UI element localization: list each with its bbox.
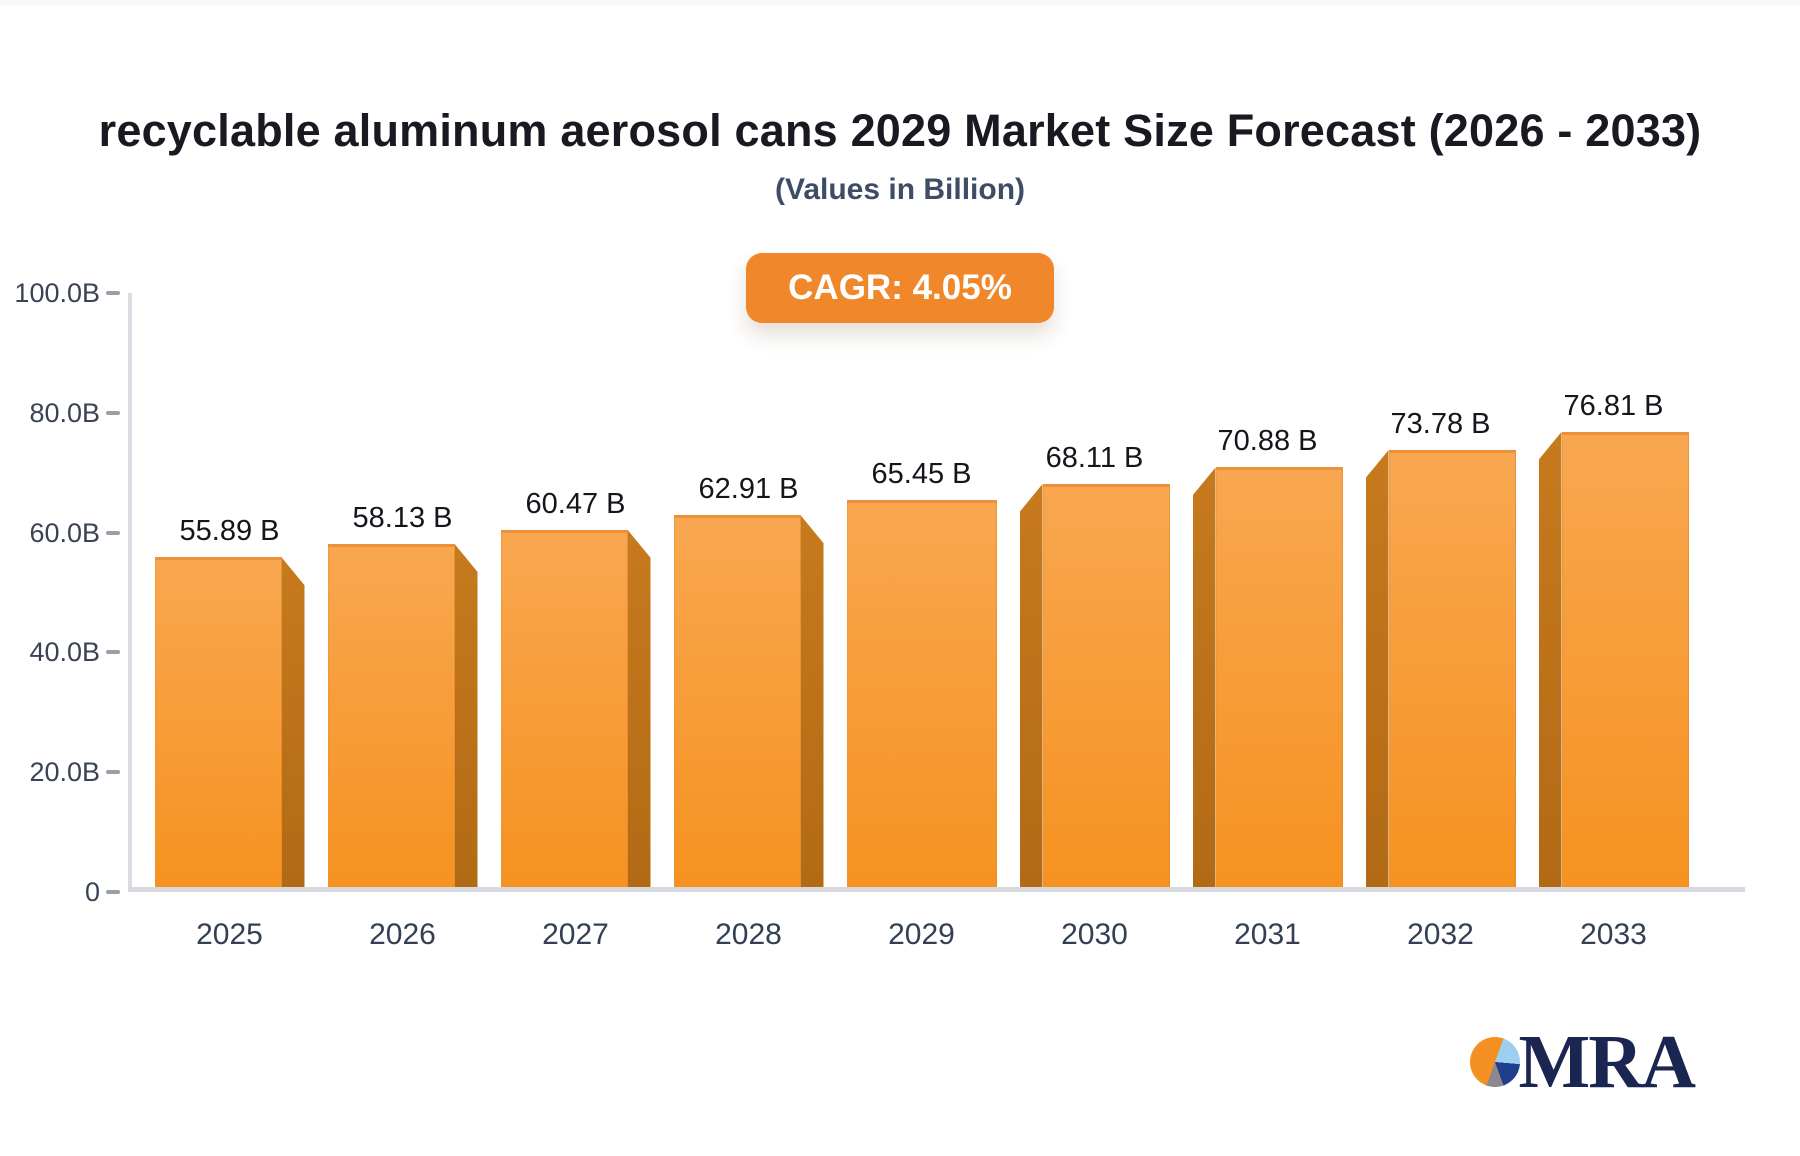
bar-value-label: 62.91 B [698, 473, 799, 506]
y-tick-mark [106, 291, 120, 295]
x-axis-baseline [128, 887, 1745, 892]
x-tick-label-2027: 2027 [542, 918, 609, 951]
x-tick-label-2025: 2025 [196, 918, 263, 951]
brand-name: MRA [1518, 1020, 1696, 1104]
y-tick-mark [106, 770, 120, 775]
bar-value-label: 65.45 B [871, 457, 972, 490]
chart-title: recyclable aluminum aerosol cans 2029 Ma… [98, 105, 1702, 156]
bar-value-label: 60.47 B [525, 487, 626, 520]
y-tick-label: 0 [84, 877, 100, 907]
y-tick-label: 40.0B [29, 637, 100, 668]
y-tick-label: 20.0B [29, 757, 100, 788]
bar-2030[interactable]: 68.11 B [1019, 442, 1170, 887]
bar-2029[interactable]: 65.45 B [846, 458, 997, 887]
bar-face [500, 529, 628, 887]
x-tick-label-2032: 2032 [1407, 918, 1474, 951]
y-tick-label: 80.0B [29, 397, 100, 428]
bar-value-label: 76.81 B [1563, 389, 1664, 422]
bars-container: 55.89 B 58.13 B 60.47 B 62.91 B 65.45 B 68.11… [143, 293, 1700, 887]
bar-slot: 62.91 B [662, 293, 835, 887]
bar-side-shade [454, 543, 478, 887]
bar-value-label: 55.89 B [179, 515, 280, 548]
bar-slot: 68.11 B [1008, 293, 1181, 887]
bar-side-shade [281, 557, 305, 887]
bar-2033[interactable]: 76.81 B [1538, 390, 1689, 887]
bar-face [154, 557, 282, 887]
bar-2028[interactable]: 62.91 B [673, 473, 824, 887]
plot-area: 55.89 B 58.13 B 60.47 B 62.91 B 65.45 B 68.11… [14, 278, 1745, 951]
bar-side-shade [1019, 484, 1043, 887]
x-tick-label-2031: 2031 [1234, 918, 1301, 951]
bar-face [327, 543, 455, 887]
bar-value-label: 58.13 B [352, 501, 453, 534]
x-tick-label-2033: 2033 [1580, 918, 1647, 951]
y-tick-label: 100.0B [14, 278, 100, 308]
y-axis-line [128, 293, 132, 892]
bar-slot: 65.45 B [835, 293, 1008, 887]
bar-value-label: 73.78 B [1390, 408, 1491, 441]
x-tick-label-2026: 2026 [369, 918, 436, 951]
chart-subtitle: (Values in Billion) [774, 173, 1026, 206]
bar-face [1042, 484, 1170, 887]
bar-face [1561, 431, 1689, 887]
bar-slot: 55.89 B [143, 293, 316, 887]
bar-side-shade [1538, 431, 1562, 887]
bar-side-shade [1192, 467, 1216, 887]
bar-side-shade [627, 529, 651, 887]
bar-face [1388, 450, 1516, 887]
bar-face [1215, 467, 1343, 887]
bar-2031[interactable]: 70.88 B [1192, 425, 1343, 887]
cagr-badge: CAGR: 4.05% [746, 253, 1054, 323]
bar-face [673, 515, 801, 887]
y-tick-mark [106, 530, 120, 535]
bar-2025[interactable]: 55.89 B [154, 515, 305, 887]
bar-value-label: 70.88 B [1217, 425, 1318, 458]
bar-slot: 58.13 B [316, 293, 489, 887]
bar-side-shade [800, 515, 824, 887]
brand-watermark: MRA [1470, 1020, 1696, 1104]
bar-slot: 60.47 B [489, 293, 662, 887]
bar-face [846, 499, 997, 887]
bar-2027[interactable]: 60.47 B [500, 488, 651, 887]
y-tick-label: 60.0B [29, 517, 100, 548]
bar-slot: 76.81 B [1527, 293, 1700, 887]
x-axis-labels: 2025 2026 2027 2028 2029 2030 2031 2032 2033 [143, 918, 1700, 952]
bar-slot: 73.78 B [1354, 293, 1527, 887]
pie-chart-icon [1470, 1037, 1521, 1087]
x-tick-label-2030: 2030 [1061, 918, 1128, 951]
x-tick-label-2029: 2029 [888, 918, 955, 951]
y-tick-mark [106, 410, 120, 415]
chart-header: recyclable aluminum aerosol cans 2029 Ma… [0, 5, 1800, 323]
bar-value-label: 68.11 B [1045, 442, 1144, 475]
bar-side-shade [1365, 450, 1389, 887]
x-tick-label-2028: 2028 [715, 918, 782, 951]
y-tick-mark [106, 650, 120, 655]
y-tick-mark [106, 890, 120, 894]
bar-2026[interactable]: 58.13 B [327, 502, 478, 887]
bar-slot: 70.88 B [1181, 293, 1354, 887]
bar-2032[interactable]: 73.78 B [1365, 408, 1516, 887]
